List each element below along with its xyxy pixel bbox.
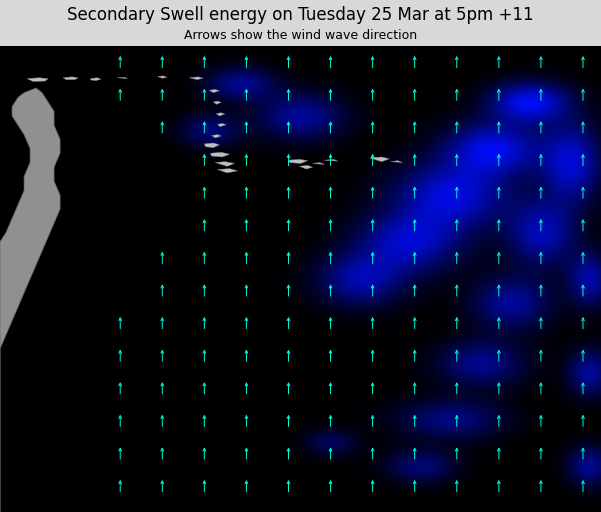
Polygon shape: [210, 152, 230, 157]
Polygon shape: [27, 78, 48, 81]
Polygon shape: [117, 77, 127, 79]
Polygon shape: [391, 161, 403, 163]
Text: Arrows show the wind wave direction: Arrows show the wind wave direction: [184, 30, 417, 42]
Polygon shape: [218, 123, 226, 126]
Polygon shape: [325, 159, 338, 161]
Polygon shape: [299, 165, 313, 169]
Polygon shape: [157, 76, 167, 78]
Polygon shape: [288, 159, 308, 163]
Polygon shape: [215, 162, 234, 166]
Text: Secondary Swell energy on Tuesday 25 Mar at 5pm +11: Secondary Swell energy on Tuesday 25 Mar…: [67, 6, 534, 24]
Polygon shape: [313, 163, 325, 164]
Polygon shape: [189, 77, 203, 80]
Polygon shape: [212, 135, 221, 138]
Polygon shape: [90, 78, 101, 80]
Polygon shape: [218, 168, 237, 173]
Polygon shape: [216, 113, 225, 116]
Polygon shape: [213, 101, 221, 104]
Polygon shape: [209, 90, 219, 93]
Polygon shape: [204, 143, 219, 147]
Polygon shape: [0, 88, 60, 512]
Polygon shape: [63, 77, 78, 80]
Polygon shape: [370, 157, 389, 162]
